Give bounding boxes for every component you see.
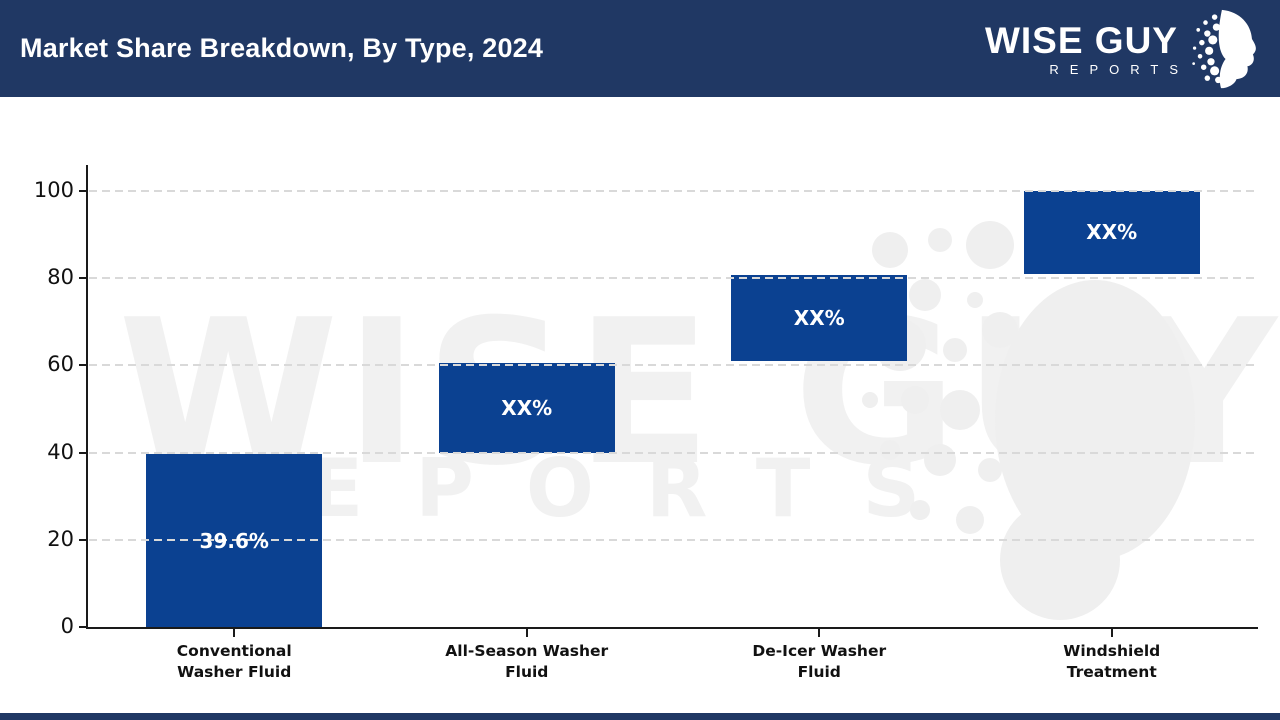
gridline (89, 538, 1258, 541)
bar-value-label: XX% (1086, 220, 1138, 245)
y-tick-label: 80 (47, 265, 74, 290)
y-tick (79, 626, 87, 628)
y-tick (79, 451, 87, 454)
y-tick-label: 20 (47, 526, 74, 551)
y-tick-label: 0 (60, 614, 74, 638)
x-category-label-line: Fluid (797, 662, 841, 681)
x-tick (818, 629, 821, 637)
y-tick-label: 40 (47, 439, 74, 464)
page-title: Market Share Breakdown, By Type, 2024 (20, 33, 544, 63)
x-category-label-line: Washer Fluid (177, 662, 292, 681)
x-category-label: All-Season Washer Fluid (381, 641, 673, 683)
wiseguy-logo: WISE GUY REPORTS (985, 7, 1280, 91)
bar-segment (1023, 191, 1200, 274)
logo-subword: REPORTS (1049, 61, 1189, 77)
x-category-label: Windshield Treatment (966, 641, 1258, 683)
y-tick (79, 190, 87, 192)
y-tick (79, 538, 87, 541)
x-category-label: Conventional Washer Fluid (88, 641, 380, 683)
bar-value-label: XX% (501, 395, 553, 420)
logo-wordmark: WISE GUY (984, 19, 1178, 61)
gridline (89, 364, 1258, 367)
y-tick-label: 60 (47, 352, 74, 377)
gridline (89, 190, 1258, 192)
y-tick-label: 100 (33, 178, 74, 202)
x-category-label-line: Fluid (505, 662, 549, 681)
x-axis-spine (86, 627, 1258, 629)
x-tick (1110, 629, 1113, 637)
x-category-label-line: Conventional (176, 642, 292, 660)
y-tick (79, 277, 87, 280)
bar-segment (438, 363, 615, 453)
footer-band (0, 713, 1280, 720)
x-tick (525, 629, 528, 637)
bar-value-label: XX% (793, 306, 845, 331)
x-category-label-line: Treatment (1066, 662, 1157, 681)
x-category-label: De-Icer Washer Fluid (673, 641, 965, 683)
logo-face-icon (1192, 9, 1256, 88)
x-category-label-line: All-Season Washer (445, 642, 609, 660)
gridline (89, 277, 1258, 280)
x-category-label-line: De-Icer Washer (752, 642, 887, 660)
y-axis-spine (86, 165, 88, 629)
gridline (89, 451, 1258, 454)
x-tick (233, 629, 236, 637)
y-tick (79, 364, 87, 367)
x-category-label-line: Windshield (1063, 642, 1161, 660)
chart-plot-area: 39.6% XX% XX% XX% 0 20 40 60 80 100 Conventional Wa… (0, 97, 1280, 713)
bar-value-label: 39.6% (199, 528, 269, 553)
header-band: Market Share Breakdown, By Type, 2024 WI… (0, 0, 1280, 97)
